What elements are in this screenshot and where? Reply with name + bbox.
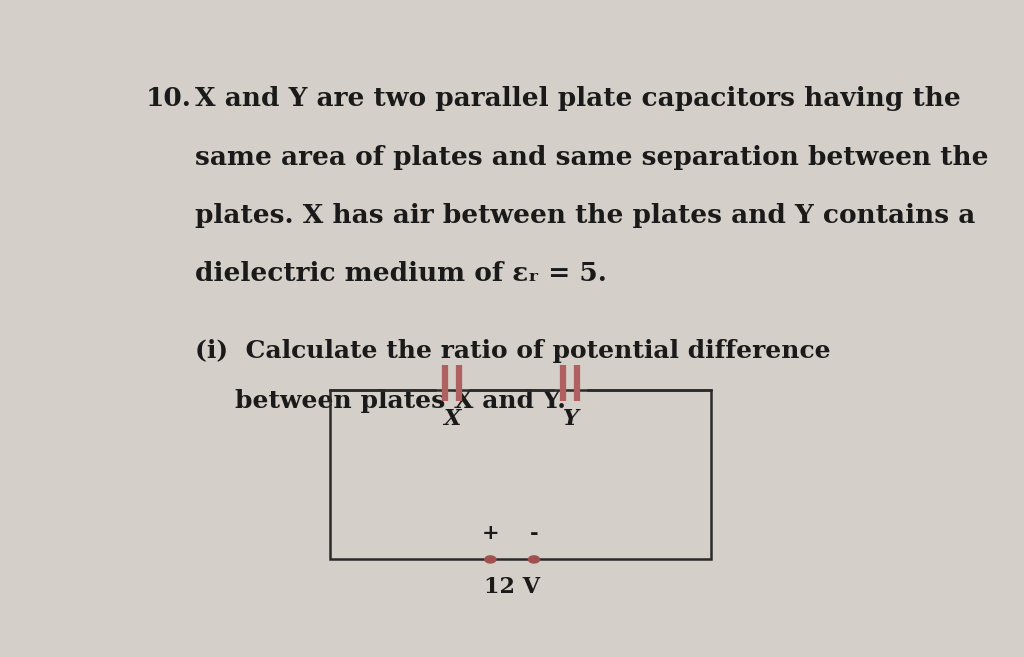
Text: +: + xyxy=(481,523,499,543)
Text: same area of plates and same separation between the: same area of plates and same separation … xyxy=(196,145,989,170)
Text: Y: Y xyxy=(562,408,579,430)
Text: dielectric medium of εᵣ = 5.: dielectric medium of εᵣ = 5. xyxy=(196,261,607,286)
Text: between plates X and Y.: between plates X and Y. xyxy=(236,389,566,413)
Text: (i)  Calculate the ratio of potential difference: (i) Calculate the ratio of potential dif… xyxy=(196,340,831,363)
Text: X and Y are two parallel plate capacitors having the: X and Y are two parallel plate capacitor… xyxy=(196,87,962,112)
Text: -: - xyxy=(529,523,539,543)
Text: 12 V: 12 V xyxy=(484,576,541,598)
Text: X: X xyxy=(443,408,461,430)
Text: plates. X has air between the plates and Y contains a: plates. X has air between the plates and… xyxy=(196,203,976,228)
Text: 10.: 10. xyxy=(145,87,191,112)
Circle shape xyxy=(528,556,540,563)
Bar xyxy=(331,390,712,560)
Circle shape xyxy=(484,556,496,563)
